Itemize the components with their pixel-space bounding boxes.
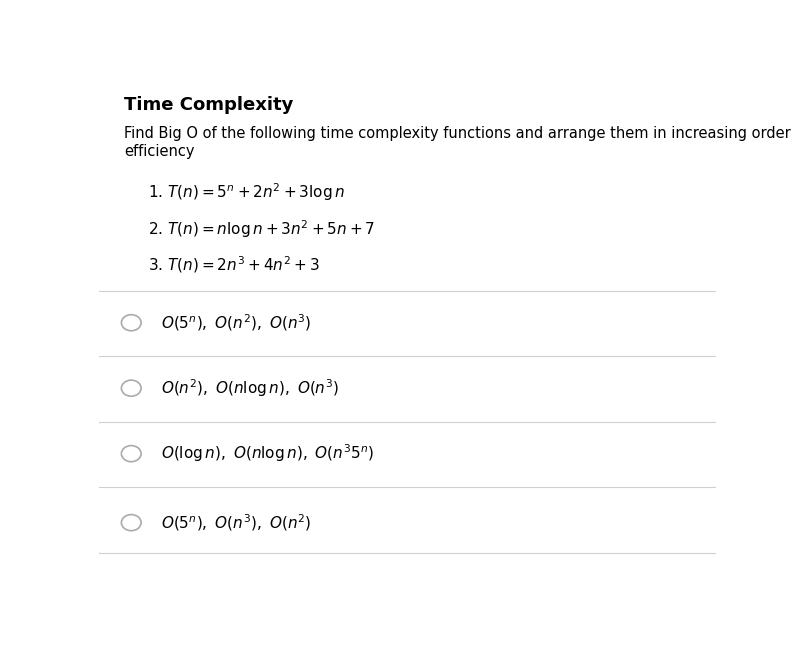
Text: Time Complexity: Time Complexity bbox=[124, 96, 293, 114]
Text: $O(n^2),\ O(n\log n),\ O(n^3)$: $O(n^2),\ O(n\log n),\ O(n^3)$ bbox=[160, 377, 339, 399]
Text: 2. $T(n) = n\log n + 3n^2 + 5n + 7$: 2. $T(n) = n\log n + 3n^2 + 5n + 7$ bbox=[148, 218, 376, 239]
Text: $O(5^n),\ O(n^3),\ O(n^2)$: $O(5^n),\ O(n^3),\ O(n^2)$ bbox=[160, 512, 311, 533]
Text: $O(5^n),\ O(n^2),\ O(n^3)$: $O(5^n),\ O(n^2),\ O(n^3)$ bbox=[160, 313, 311, 333]
Text: 3. $T(n) = 2n^3 + 4n^2 + 3$: 3. $T(n) = 2n^3 + 4n^2 + 3$ bbox=[148, 254, 320, 275]
Text: Find Big O of the following time complexity functions and arrange them in increa: Find Big O of the following time complex… bbox=[124, 126, 794, 159]
Text: 1. $T(n) = 5^n + 2n^2 + 3\log n$: 1. $T(n) = 5^n + 2n^2 + 3\log n$ bbox=[148, 182, 345, 203]
Text: $O(\log n),\ O(n\log n),\ O(n^35^n)$: $O(\log n),\ O(n\log n),\ O(n^35^n)$ bbox=[160, 443, 374, 464]
